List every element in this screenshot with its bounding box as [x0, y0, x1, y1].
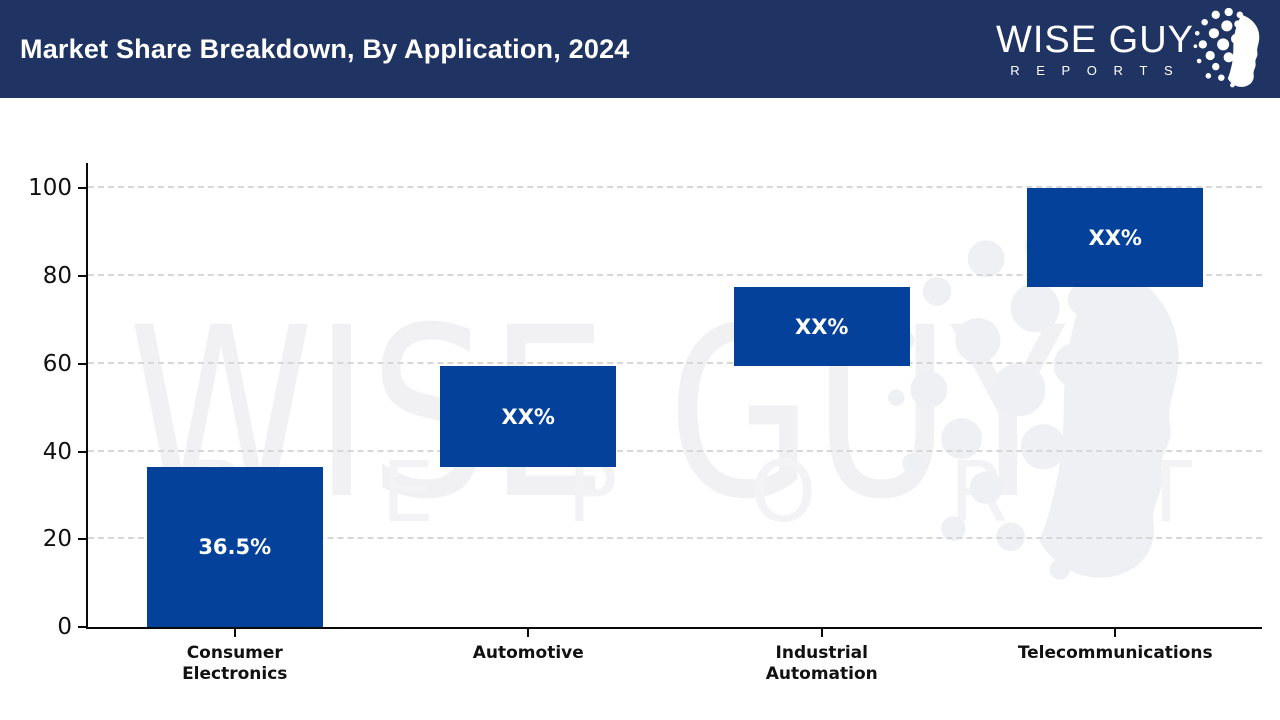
y-tick-label: 0: [57, 614, 72, 640]
gridline: [88, 449, 1262, 452]
y-tick-mark: [78, 538, 86, 541]
y-axis-line: [86, 163, 88, 629]
bar-value-label: XX%: [501, 404, 555, 429]
bar-value-label: 36.5%: [198, 534, 272, 559]
bar: XX%: [733, 287, 910, 367]
y-tick-label: 80: [42, 263, 72, 290]
x-axis-line: [86, 627, 1262, 629]
x-tick-mark: [233, 629, 236, 637]
y-tick-label: 100: [28, 175, 72, 202]
gridline: [88, 186, 1262, 189]
brand-logo-text: WISE GUY R E P O R T S: [996, 21, 1194, 77]
bar: 36.5%: [146, 466, 323, 627]
x-category-label: Consumer Electronics: [182, 643, 288, 685]
bar-value-label: XX%: [1088, 225, 1142, 250]
x-category-label: Telecommunications: [1017, 643, 1213, 663]
y-tick-label: 20: [42, 526, 72, 553]
y-tick-mark: [78, 626, 86, 628]
y-tick-mark: [78, 450, 86, 453]
x-tick-mark: [820, 629, 823, 637]
x-category-label: Industrial Automation: [765, 643, 878, 685]
brand-tagline: R E P O R T S: [1010, 63, 1180, 78]
gridline: [88, 537, 1262, 540]
page-title: Market Share Breakdown, By Application, …: [20, 33, 630, 64]
header-bar: Market Share Breakdown, By Application, …: [0, 0, 1280, 98]
bar-value-label: XX%: [795, 314, 849, 339]
y-tick-mark: [78, 362, 86, 365]
brand-logo: WISE GUY R E P O R T S: [996, 7, 1262, 91]
y-tick-mark: [78, 275, 86, 278]
y-tick-label: 60: [42, 350, 72, 377]
gridline: [88, 361, 1262, 364]
plot-area: 0 20 40 60 80 100 36.5% Consumer Electronics XX% A…: [28, 163, 1262, 684]
waterfall-chart: WISE GUY R E P O R T S 02040608010036.5%…: [0, 98, 1280, 720]
brand-name: WISE GUY: [995, 19, 1194, 61]
x-category-label: Automotive: [472, 643, 584, 663]
y-tick-mark: [78, 187, 86, 190]
brand-head-icon: [1193, 7, 1260, 88]
bar: XX%: [1027, 188, 1204, 288]
x-tick-mark: [527, 629, 530, 637]
x-tick-mark: [1114, 629, 1117, 637]
bar: XX%: [440, 366, 617, 467]
y-tick-label: 40: [42, 438, 72, 465]
gridline: [88, 274, 1262, 277]
